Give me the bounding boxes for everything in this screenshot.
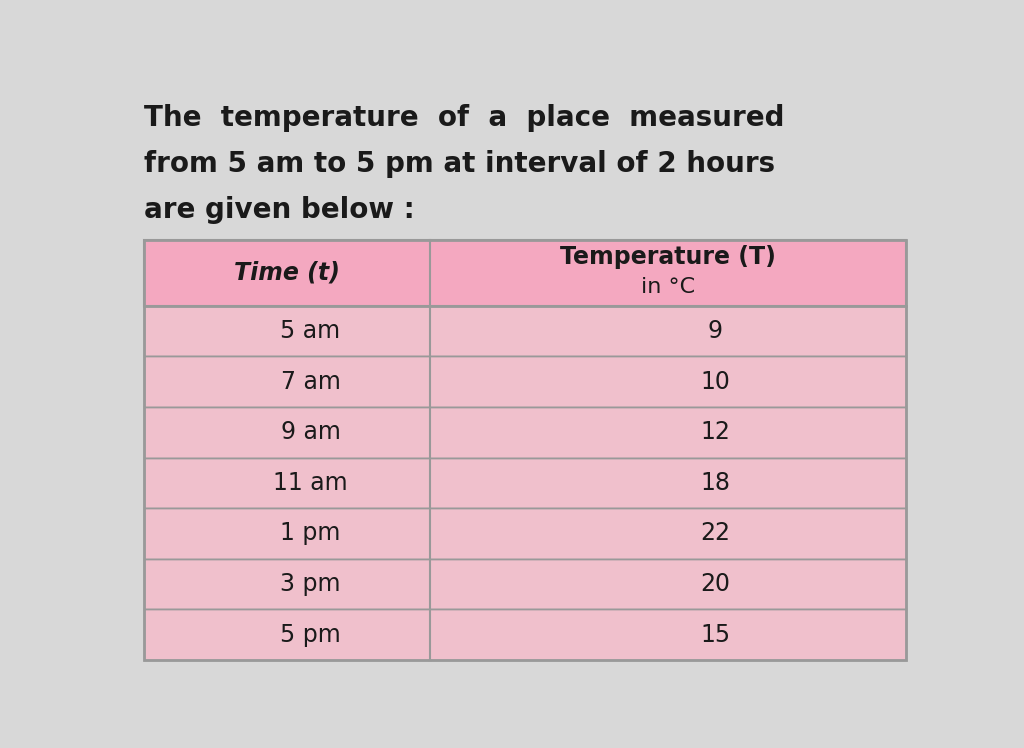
Bar [143, 239, 906, 660]
Bar [143, 559, 906, 610]
Bar [143, 407, 906, 458]
Text: Time (t): Time (t) [233, 260, 340, 285]
Text: 9: 9 [708, 319, 723, 343]
Text: 5 am: 5 am [281, 319, 341, 343]
Text: 11 am: 11 am [273, 470, 348, 495]
Bar [143, 508, 906, 559]
Text: 1 pm: 1 pm [281, 521, 341, 545]
Bar [143, 458, 906, 508]
Text: 7 am: 7 am [281, 370, 340, 393]
Text: from 5 am to 5 pm at interval of 2 hours: from 5 am to 5 pm at interval of 2 hours [143, 150, 775, 178]
Text: 18: 18 [700, 470, 730, 495]
Bar [143, 239, 906, 306]
Bar [143, 306, 906, 356]
Text: 9 am: 9 am [281, 420, 340, 444]
Text: 20: 20 [700, 572, 730, 596]
Text: are given below :: are given below : [143, 196, 415, 224]
Text: in °C: in °C [641, 277, 694, 297]
Bar [143, 610, 906, 660]
Text: The  temperature  of  a  place  measured: The temperature of a place measured [143, 104, 784, 132]
Text: Temperature (T): Temperature (T) [560, 245, 775, 269]
Text: 22: 22 [700, 521, 730, 545]
Text: 15: 15 [700, 622, 730, 647]
Text: 3 pm: 3 pm [281, 572, 341, 596]
Text: 12: 12 [700, 420, 730, 444]
Bar [143, 356, 906, 407]
Text: 5 pm: 5 pm [281, 622, 341, 647]
Text: 10: 10 [700, 370, 730, 393]
